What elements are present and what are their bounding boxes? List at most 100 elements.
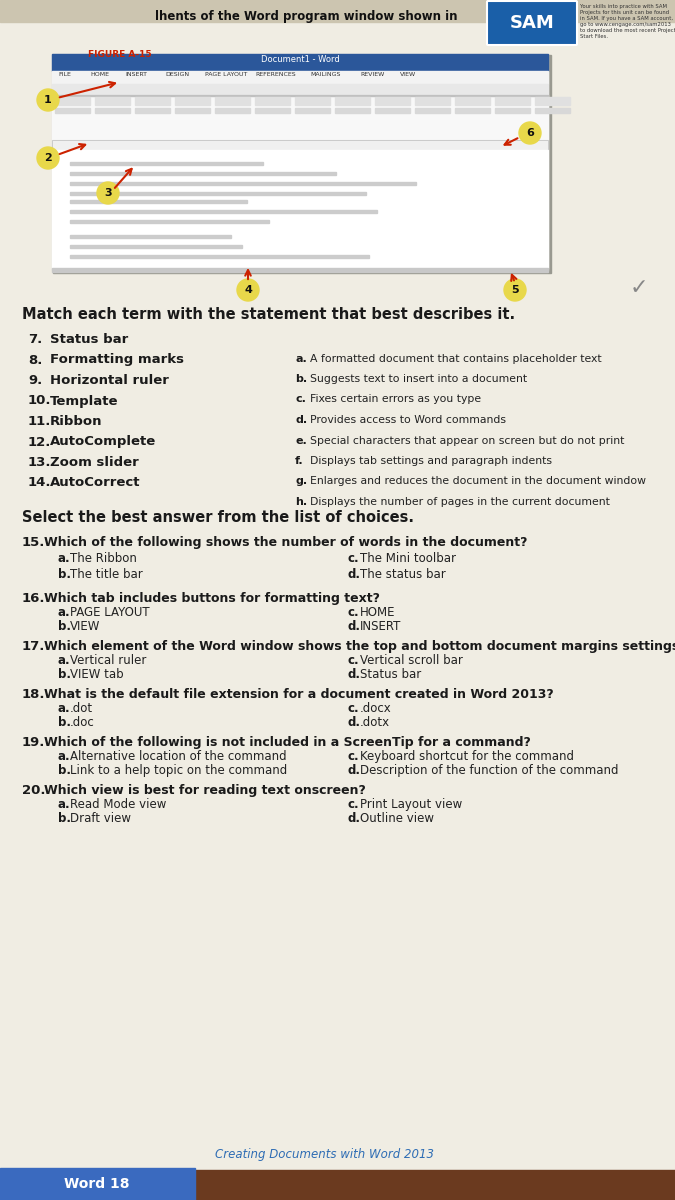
Text: .docx: .docx (360, 702, 392, 715)
Text: ✓: ✓ (630, 278, 649, 298)
Bar (52, 71, 548, 84)
Text: A formatted document that contains placeholder text: A formatted document that contains place… (310, 354, 601, 364)
Text: .dotx: .dotx (360, 716, 390, 728)
Bar (70, 245, 374, 247)
Bar (70, 162, 379, 164)
Text: 6: 6 (526, 128, 534, 138)
Text: 11.: 11. (28, 415, 51, 428)
Text: 19.: 19. (22, 736, 45, 749)
Bar (0, 1168, 195, 1200)
Text: Creating Documents with Word 2013: Creating Documents with Word 2013 (215, 1148, 434, 1162)
Text: c.: c. (348, 654, 360, 667)
Text: REFERENCES: REFERENCES (255, 72, 296, 77)
Text: d.: d. (348, 568, 361, 581)
Circle shape (97, 182, 119, 204)
Text: 8.: 8. (28, 354, 43, 366)
Text: INSERT: INSERT (125, 72, 147, 77)
Text: c.: c. (348, 552, 360, 565)
Text: Status bar: Status bar (360, 668, 421, 680)
Circle shape (237, 278, 259, 301)
Bar (52, 84, 548, 95)
Bar (255, 108, 290, 113)
Text: Formatting marks: Formatting marks (50, 354, 184, 366)
Text: FILE: FILE (58, 72, 71, 77)
Text: a.: a. (58, 798, 71, 811)
Bar (95, 108, 130, 113)
Text: c.: c. (348, 798, 360, 811)
Bar (535, 97, 570, 104)
Text: Link to a help topic on the command: Link to a help topic on the command (70, 764, 288, 778)
Text: Provides access to Word commands: Provides access to Word commands (310, 415, 506, 425)
Text: e.: e. (295, 436, 306, 445)
Text: VIEW: VIEW (70, 620, 101, 634)
Text: Suggests text to insert into a document: Suggests text to insert into a document (310, 374, 527, 384)
Text: f.: f. (295, 456, 304, 466)
Text: AutoCorrect: AutoCorrect (50, 476, 140, 490)
Text: Which of the following shows the number of words in the document?: Which of the following shows the number … (44, 536, 527, 550)
Text: a.: a. (58, 552, 71, 565)
Circle shape (37, 146, 59, 169)
Text: INSERT: INSERT (360, 620, 402, 634)
Bar (135, 97, 170, 104)
Text: Fixes certain errors as you type: Fixes certain errors as you type (310, 395, 481, 404)
Text: VIEW tab: VIEW tab (70, 668, 124, 680)
Text: d.: d. (295, 415, 307, 425)
Text: 12.: 12. (28, 436, 51, 449)
Bar (52, 150, 548, 268)
Text: .dot: .dot (70, 702, 93, 715)
Text: .doc: .doc (70, 716, 95, 728)
Bar (415, 108, 450, 113)
Text: HOME: HOME (360, 606, 396, 619)
Text: FIGURE A-15: FIGURE A-15 (88, 50, 152, 59)
Text: Zoom slider: Zoom slider (50, 456, 139, 469)
Text: c.: c. (295, 395, 306, 404)
Text: 2: 2 (44, 152, 52, 163)
Text: 9.: 9. (28, 374, 43, 386)
Text: 1: 1 (44, 95, 52, 104)
Text: 3: 3 (104, 188, 112, 198)
Text: Which view is best for reading text onscreen?: Which view is best for reading text onsc… (44, 784, 366, 797)
Text: g.: g. (295, 476, 307, 486)
Text: d.: d. (348, 812, 361, 826)
Text: Status bar: Status bar (50, 332, 128, 346)
Bar (455, 97, 490, 104)
Text: Which element of the Word window shows the top and bottom document margins setti: Which element of the Word window shows t… (44, 640, 675, 653)
Bar (52, 54, 548, 71)
Bar (415, 97, 450, 104)
Text: 4: 4 (244, 284, 252, 295)
Text: Displays the number of pages in the current document: Displays the number of pages in the curr… (310, 497, 610, 506)
Bar (495, 97, 530, 104)
Text: 10.: 10. (28, 395, 51, 408)
Text: HOME: HOME (90, 72, 109, 77)
Text: Which of the following is not included in a ScreenTip for a command?: Which of the following is not included i… (44, 736, 531, 749)
Bar (52, 140, 548, 150)
Text: SAM: SAM (510, 14, 554, 32)
Bar (52, 140, 548, 150)
Text: c.: c. (348, 606, 360, 619)
Bar (375, 97, 410, 104)
Text: in SAM. If you have a SAM account,: in SAM. If you have a SAM account, (580, 16, 673, 20)
Bar (70, 254, 335, 258)
Bar (295, 108, 330, 113)
Circle shape (519, 122, 541, 144)
Text: Projects for this unit can be found: Projects for this unit can be found (580, 10, 669, 14)
Bar (55, 108, 90, 113)
Bar (215, 97, 250, 104)
Text: DESIGN: DESIGN (165, 72, 189, 77)
Text: Alternative location of the command: Alternative location of the command (70, 750, 287, 763)
Text: Displays tab settings and paragraph indents: Displays tab settings and paragraph inde… (310, 456, 552, 466)
Text: Read Mode view: Read Mode view (70, 798, 166, 811)
Text: Special characters that appear on screen but do not print: Special characters that appear on screen… (310, 436, 624, 445)
Text: lhents of the Word program window shown in: lhents of the Word program window shown … (155, 10, 458, 23)
FancyBboxPatch shape (487, 1, 577, 44)
Text: b.: b. (58, 812, 71, 826)
Text: Vertical scroll bar: Vertical scroll bar (360, 654, 463, 667)
Text: The title bar: The title bar (70, 568, 142, 581)
Bar (295, 97, 330, 104)
Bar (70, 200, 233, 203)
Bar (70, 235, 391, 238)
Text: a.: a. (58, 702, 71, 715)
Text: a.: a. (58, 654, 71, 667)
Text: Template: Template (50, 395, 119, 408)
Text: Word 18: Word 18 (64, 1177, 130, 1190)
